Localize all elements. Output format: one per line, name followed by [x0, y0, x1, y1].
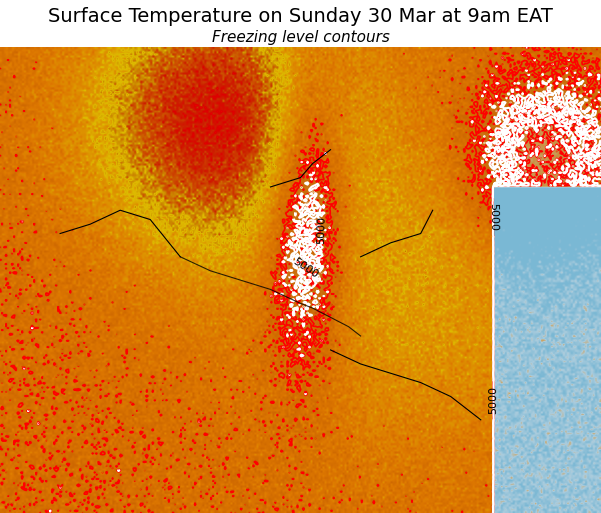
- Text: Surface Temperature on Sunday 30 Mar at 9am EAT: Surface Temperature on Sunday 30 Mar at …: [48, 7, 553, 26]
- Text: 5000: 5000: [488, 203, 498, 231]
- Text: 5000: 5000: [488, 386, 498, 415]
- Text: 5000: 5000: [316, 216, 327, 244]
- Text: 5000: 5000: [291, 256, 320, 280]
- Text: Freezing level contours: Freezing level contours: [212, 30, 389, 45]
